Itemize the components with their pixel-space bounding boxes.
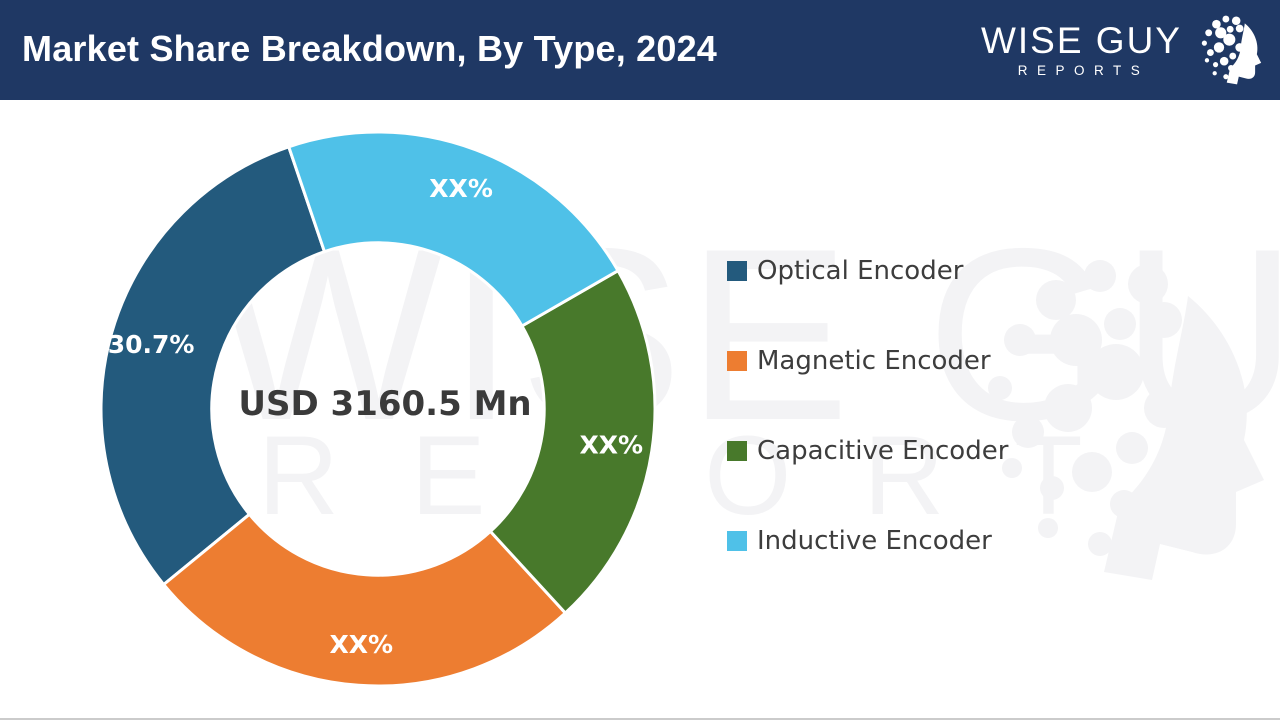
logo: WISE GUY REPORTS	[981, 8, 1262, 92]
watermark-reports: REPORTS	[258, 413, 1280, 538]
legend-label: Inductive Encoder	[757, 526, 992, 556]
slice-optical-encoder	[99, 145, 326, 587]
bottom-border	[0, 718, 1280, 720]
legend-swatch	[727, 261, 747, 281]
legend-item-inductive-encoder: Inductive Encoder	[727, 526, 992, 556]
legend-swatch	[727, 441, 747, 461]
slice-label-inductive-encoder: XX%	[429, 174, 493, 203]
legend-label: Optical Encoder	[757, 256, 964, 286]
legend-swatch	[727, 351, 747, 371]
legend-swatch	[727, 531, 747, 551]
slice-label-magnetic-encoder: XX%	[329, 630, 393, 659]
legend-label: Magnetic Encoder	[757, 346, 991, 376]
donut-chart: 30.7% XX% XX% XX%	[99, 130, 657, 688]
legend-item-magnetic-encoder: Magnetic Encoder	[727, 346, 991, 376]
page-title: Market Share Breakdown, By Type, 2024	[22, 28, 718, 70]
chart-center-value: USD 3160.5 Mn	[238, 384, 532, 424]
legend-item-optical-encoder: Optical Encoder	[727, 256, 963, 286]
slice-label-capacitive-encoder: XX%	[579, 431, 643, 460]
watermark-wordmark: WISE GUY	[212, 197, 1280, 471]
slice-capacitive-encoder	[488, 269, 657, 615]
header-bar: Market Share Breakdown, By Type, 2024 WI…	[0, 0, 1280, 100]
watermark-face-icon	[988, 260, 1264, 580]
logo-reports-label: REPORTS	[1017, 62, 1150, 78]
slice-label-optical-encoder: 30.7%	[108, 330, 195, 359]
logo-wordmark: WISE GUY	[980, 20, 1182, 62]
slice-magnetic-encoder	[162, 512, 567, 688]
slice-inductive-encoder	[287, 130, 620, 328]
logo-face-icon	[1201, 15, 1262, 85]
legend-label: Capacitive Encoder	[757, 436, 1009, 466]
legend-item-capacitive-encoder: Capacitive Encoder	[727, 436, 1008, 466]
